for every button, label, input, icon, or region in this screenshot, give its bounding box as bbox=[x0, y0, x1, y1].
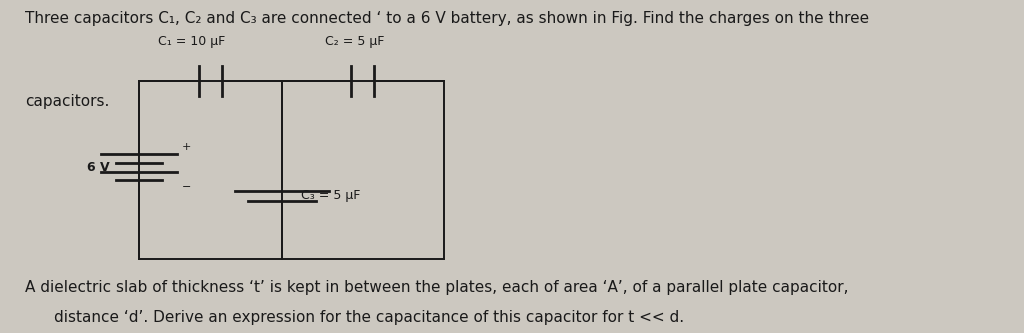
Text: capacitors.: capacitors. bbox=[26, 94, 110, 109]
Text: C₃ = 5 μF: C₃ = 5 μF bbox=[301, 189, 360, 202]
Text: C₁ = 10 μF: C₁ = 10 μF bbox=[159, 35, 225, 48]
Text: Three capacitors C₁, C₂ and C₃ are connected ‘ to a 6 V battery, as shown in Fig: Three capacitors C₁, C₂ and C₃ are conne… bbox=[26, 11, 869, 26]
Text: C₂ = 5 μF: C₂ = 5 μF bbox=[325, 35, 384, 48]
Text: 6 V: 6 V bbox=[87, 161, 110, 173]
Text: +: + bbox=[182, 143, 191, 153]
Text: −: − bbox=[182, 181, 191, 191]
Text: A dielectric slab of thickness ‘t’ is kept in between the plates, each of area ‘: A dielectric slab of thickness ‘t’ is ke… bbox=[26, 280, 849, 295]
Text: distance ‘d’. Derive an expression for the capacitance of this capacitor for t <: distance ‘d’. Derive an expression for t… bbox=[53, 310, 684, 325]
